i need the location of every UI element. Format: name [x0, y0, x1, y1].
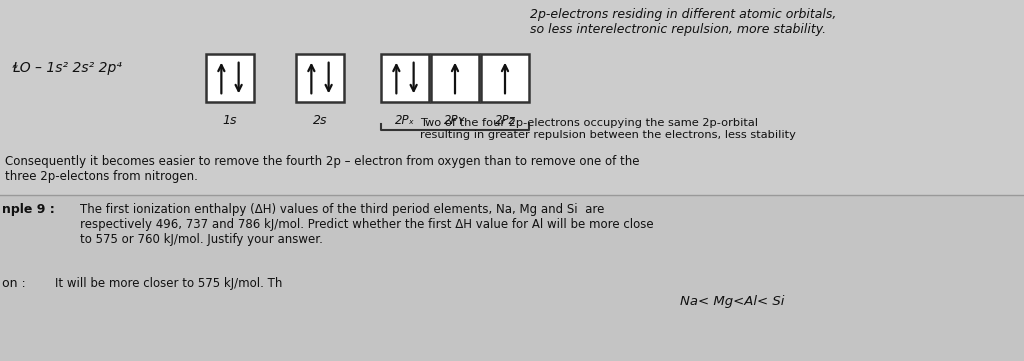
Bar: [206, 54, 254, 102]
Bar: [0, 195, 1024, 361]
Text: The first ionization enthalpy (ΔH) values of the third period elements, Na, Mg a: The first ionization enthalpy (ΔH) value…: [80, 203, 653, 246]
Bar: [296, 54, 344, 102]
Bar: [431, 54, 479, 102]
Text: 2Pᴢ: 2Pᴢ: [495, 114, 515, 127]
Text: 1s: 1s: [223, 114, 238, 127]
Text: 2s: 2s: [312, 114, 328, 127]
Text: Consequently it becomes easier to remove the fourth 2p – electron from oxygen th: Consequently it becomes easier to remove…: [5, 155, 640, 183]
Text: 2Pₓ: 2Pₓ: [395, 114, 415, 127]
Bar: [381, 54, 429, 102]
Text: on :: on :: [2, 277, 26, 290]
Text: Na< Mg<Al< Si: Na< Mg<Al< Si: [680, 295, 784, 308]
Text: ⱢO – 1s² 2s² 2p⁴: ⱢO – 1s² 2s² 2p⁴: [12, 61, 122, 75]
Text: 2Pʏ: 2Pʏ: [444, 114, 466, 127]
Text: 2p-electrons residing in different atomic orbitals,
so less interelectronic repu: 2p-electrons residing in different atomi…: [530, 8, 837, 36]
Text: Two of the four 2p-electrons occupying the same 2p-orbital
resulting in greater : Two of the four 2p-electrons occupying t…: [420, 118, 796, 140]
Text: It will be more closer to 575 kJ/mol. Th: It will be more closer to 575 kJ/mol. Th: [55, 277, 283, 290]
Text: nple 9 :: nple 9 :: [2, 203, 54, 216]
Bar: [481, 54, 529, 102]
